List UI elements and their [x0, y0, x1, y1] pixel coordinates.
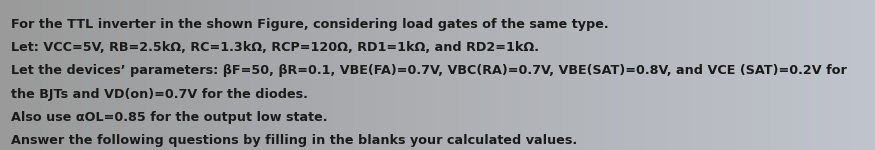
- Text: Let: VCC=5V, RB=2.5kΩ, RC=1.3kΩ, RCP=120Ω, RD1=1kΩ, and RD2=1kΩ.: Let: VCC=5V, RB=2.5kΩ, RC=1.3kΩ, RCP=120…: [11, 41, 539, 54]
- Text: the BJTs and VD(on)=0.7V for the diodes.: the BJTs and VD(on)=0.7V for the diodes.: [11, 88, 308, 101]
- Text: Answer the following questions by filling in the blanks your calculated values.: Answer the following questions by fillin…: [11, 134, 578, 147]
- Text: Let the devices’ parameters: βF=50, βR=0.1, VBE(FA)=0.7V, VBC(RA)=0.7V, VBE(SAT): Let the devices’ parameters: βF=50, βR=0…: [11, 64, 847, 78]
- Text: For the TTL inverter in the shown Figure, considering load gates of the same typ: For the TTL inverter in the shown Figure…: [11, 18, 609, 31]
- Text: Also use αOL=0.85 for the output low state.: Also use αOL=0.85 for the output low sta…: [11, 111, 328, 124]
